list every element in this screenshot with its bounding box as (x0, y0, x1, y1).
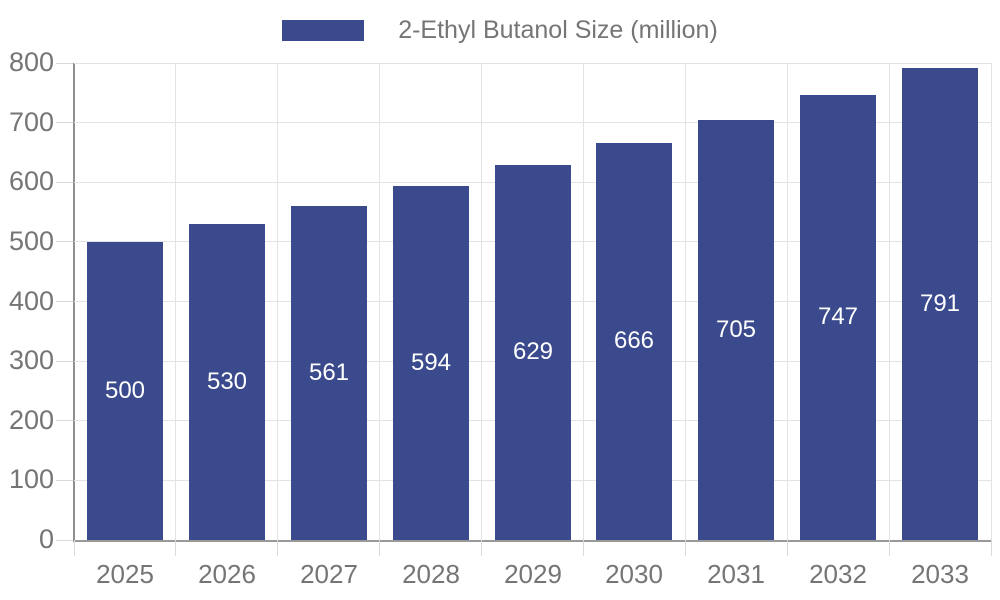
x-axis-tick (888, 540, 890, 556)
y-tick-label: 0 (38, 524, 54, 554)
x-axis-tick (990, 540, 992, 556)
bar-value-label: 791 (919, 290, 961, 317)
legend-label: 2-Ethyl Butanol Size (million) (398, 16, 718, 44)
x-axis-tick (582, 540, 584, 556)
y-axis-tick (56, 62, 73, 64)
x-tick-label: 2025 (96, 559, 154, 589)
bar-2028 (393, 186, 469, 540)
gridline-vertical (582, 63, 584, 540)
x-tick-label: 2033 (911, 559, 969, 589)
plot-area: 0 100 200 300 400 500 600 700 800 500 2025 530 2026 5… (9, 49, 992, 588)
bar-2030 (596, 143, 672, 540)
y-tick-label: 100 (8, 464, 54, 495)
x-axis-tick (786, 540, 788, 556)
x-tick-label: 2027 (300, 559, 358, 589)
x-axis-tick (277, 540, 279, 556)
bar-value-label: 500 (104, 377, 146, 404)
bar-value-label: 594 (410, 349, 452, 376)
x-axis-tick (684, 540, 686, 556)
bar-value-label: 561 (308, 359, 350, 386)
y-axis-tick (56, 301, 73, 302)
bar-2026 (189, 224, 265, 540)
gridline-vertical (786, 63, 788, 540)
x-axis-tick (175, 540, 177, 556)
y-axis-tick (56, 360, 73, 362)
gridline-horizontal (74, 122, 991, 124)
x-tick-label: 2031 (707, 559, 765, 589)
bar-2029 (495, 165, 571, 540)
x-axis-tick (379, 540, 381, 556)
y-tick-label: 700 (8, 106, 54, 137)
bar-value-label: 747 (817, 303, 859, 330)
gridline-vertical (481, 63, 483, 540)
bar-value-label: 530 (206, 368, 248, 395)
y-tick-label: 800 (8, 47, 54, 77)
legend: 2-Ethyl Butanol Size (million) (0, 17, 1000, 43)
y-tick-label: 500 (8, 225, 54, 256)
gridline-vertical (684, 63, 686, 540)
x-tick-label: 2029 (504, 559, 562, 589)
y-tick-label: 200 (8, 404, 54, 435)
y-tick-label: 400 (8, 285, 54, 316)
gridline-vertical (277, 63, 279, 540)
bar-2025 (87, 242, 163, 540)
y-tick-label: 300 (8, 345, 54, 376)
y-axis-tick (56, 420, 73, 422)
bar-2027 (291, 206, 367, 540)
x-axis-line (73, 540, 992, 542)
gridline-vertical (888, 63, 890, 540)
x-tick-label: 2028 (402, 559, 460, 589)
x-tick-label: 2026 (198, 559, 256, 589)
y-axis-tick (56, 479, 73, 481)
gridline-vertical (379, 63, 381, 540)
x-axis-tick (481, 540, 483, 556)
bar-2033 (902, 68, 978, 540)
legend-swatch (282, 19, 365, 41)
y-tick-label: 600 (8, 166, 54, 197)
y-axis-tick (56, 539, 73, 541)
bar-2032 (800, 95, 876, 540)
x-tick-label: 2030 (605, 559, 663, 589)
y-axis-tick (56, 241, 73, 243)
gridline-vertical (990, 63, 992, 540)
bar-value-label: 705 (715, 316, 757, 343)
gridline-vertical (175, 63, 177, 540)
bar-value-label: 666 (613, 327, 655, 354)
y-axis-tick (56, 181, 73, 183)
bar-2031 (698, 120, 774, 540)
y-axis-tick (56, 122, 73, 124)
x-tick-label: 2032 (809, 559, 867, 589)
gridline-horizontal (74, 62, 991, 64)
bar-value-label: 629 (512, 338, 554, 365)
x-axis-tick (73, 540, 75, 556)
